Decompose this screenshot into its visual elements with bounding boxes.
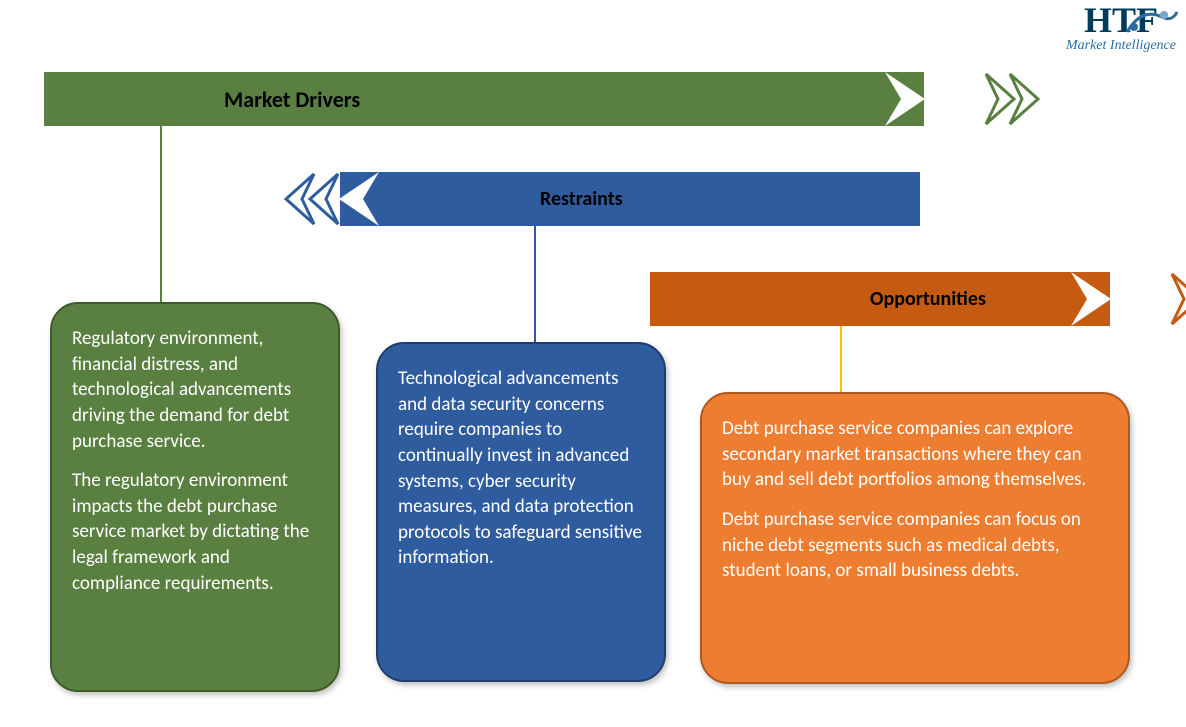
restraints-card-p1: Technological advancements and data secu… [398, 366, 644, 571]
drivers-solid-chevron-icon [885, 72, 925, 126]
drivers-banner-body: Market Drivers [44, 72, 924, 126]
drivers-connector-line [160, 126, 162, 302]
opps-card-p2: Debt purchase service companies can focu… [722, 507, 1108, 584]
restraints-banner: Restraints [340, 172, 980, 226]
drivers-outline-chevron-icon [984, 72, 1042, 126]
restraints-banner-label: Restraints [540, 187, 623, 211]
drivers-card-p1: Regulatory environment, financial distre… [72, 326, 318, 454]
opps-solid-chevron-icon [1071, 272, 1111, 326]
logo: HTF Market Intelligence [1066, 2, 1176, 54]
restraints-solid-chevron-icon [339, 172, 379, 226]
drivers-banner: Market Drivers [44, 72, 984, 126]
restraints-banner-body: Restraints [340, 172, 920, 226]
opps-outline-chevron-icon [1170, 272, 1186, 326]
opps-connector-line [840, 326, 842, 392]
opps-card-p1: Debt purchase service companies can expl… [722, 416, 1108, 493]
restraints-outline-chevron-icon [282, 172, 340, 226]
logo-swoosh-icon [1122, 2, 1182, 42]
opportunities-banner-label: Opportunities [870, 287, 986, 311]
restraints-card: Technological advancements and data secu… [376, 342, 666, 682]
drivers-card: Regulatory environment, financial distre… [50, 302, 340, 692]
opportunities-banner-body: Opportunities [650, 272, 1110, 326]
restraints-connector-line [534, 226, 536, 342]
drivers-banner-label: Market Drivers [224, 86, 360, 113]
opportunities-card: Debt purchase service companies can expl… [700, 392, 1130, 684]
opportunities-banner: Opportunities [650, 272, 1170, 326]
drivers-card-p2: The regulatory environment impacts the d… [72, 468, 318, 596]
